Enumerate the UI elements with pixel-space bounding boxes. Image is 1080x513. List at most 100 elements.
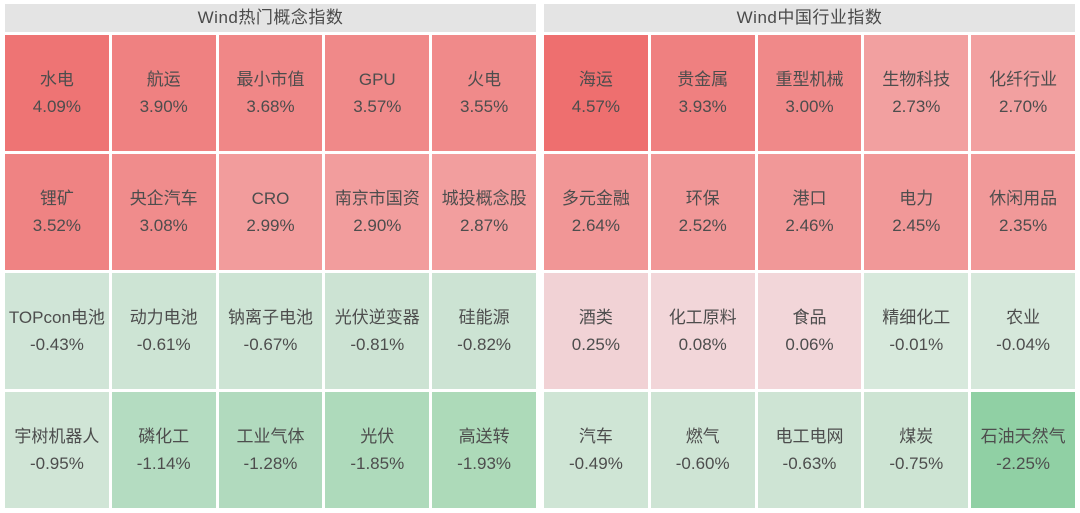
heatmap-cell[interactable]: 石油天然气 -2.25% bbox=[971, 392, 1075, 508]
cell-index-name: 海运 bbox=[578, 70, 613, 89]
heatmap-cell[interactable]: 重型机械 3.00% bbox=[757, 35, 862, 151]
cell-index-name: 电工电网 bbox=[775, 427, 844, 446]
heatmap-cell[interactable]: 煤炭 -0.75% bbox=[864, 392, 969, 508]
cell-index-name: 动力电池 bbox=[129, 308, 198, 327]
cell-index-name: 农业 bbox=[1006, 308, 1041, 327]
heatmap-cell[interactable]: 化纤行业 2.70% bbox=[971, 35, 1075, 151]
cell-index-name: 高送转 bbox=[458, 427, 510, 446]
heatmap-cell[interactable]: CRO 2.99% bbox=[218, 154, 323, 270]
cell-index-change: 0.25% bbox=[571, 335, 620, 354]
cell-index-change: 2.35% bbox=[998, 216, 1048, 235]
cell-index-name: 南京市国资 bbox=[334, 189, 420, 208]
heatmap-cell[interactable]: 贵金属 3.93% bbox=[650, 35, 755, 151]
cell-index-change: -0.49% bbox=[568, 454, 623, 473]
heatmap-cell[interactable]: 硅能源 -0.82% bbox=[432, 273, 536, 389]
cell-index-name: 精细化工 bbox=[882, 308, 951, 327]
concept-index-section: Wind热门概念指数 水电 4.09% 航运 3.90% 最小市值 3.68% GPU 3.5… bbox=[5, 4, 536, 508]
cell-index-name: 钠离子电池 bbox=[227, 308, 313, 327]
heatmap-cell[interactable]: 港口 2.46% bbox=[757, 154, 862, 270]
cell-index-name: 重型机械 bbox=[775, 70, 844, 89]
industry-index-section: Wind中国行业指数 海运 4.57% 贵金属 3.93% 重型机械 3.00% 生物科技 2… bbox=[544, 4, 1075, 508]
heatmap-cell[interactable]: 汽车 -0.49% bbox=[544, 392, 648, 508]
industry-index-grid: 海运 4.57% 贵金属 3.93% 重型机械 3.00% 生物科技 2.73% 化纤行业 2.7… bbox=[544, 35, 1075, 508]
cell-index-change: 3.90% bbox=[139, 97, 188, 116]
cell-index-change: 3.52% bbox=[32, 216, 81, 235]
cell-index-name: 城投概念股 bbox=[441, 189, 527, 208]
heatmap-cell[interactable]: 精细化工 -0.01% bbox=[864, 273, 969, 389]
cell-index-name: GPU bbox=[358, 70, 396, 89]
heatmap-cell[interactable]: 央企汽车 3.08% bbox=[111, 154, 216, 270]
cell-index-name: 宇树机器人 bbox=[14, 427, 100, 446]
cell-index-change: -0.43% bbox=[29, 335, 84, 354]
cell-index-name: 化工原料 bbox=[668, 308, 737, 327]
cell-index-change: 2.64% bbox=[571, 216, 620, 235]
cell-index-change: 3.00% bbox=[785, 97, 834, 116]
heatmap-cell[interactable]: 动力电池 -0.61% bbox=[111, 273, 216, 389]
heatmap-cell[interactable]: 食品 0.06% bbox=[757, 273, 862, 389]
cell-index-name: 石油天然气 bbox=[980, 427, 1066, 446]
heatmap-cell[interactable]: 化工原料 0.08% bbox=[650, 273, 755, 389]
cell-index-name: 锂矿 bbox=[39, 189, 74, 208]
heatmap-cell[interactable]: 锂矿 3.52% bbox=[5, 154, 109, 270]
cell-index-change: 4.57% bbox=[571, 97, 620, 116]
industry-index-section-title: Wind中国行业指数 bbox=[544, 4, 1075, 32]
cell-index-change: 0.08% bbox=[678, 335, 727, 354]
cell-index-change: 2.70% bbox=[998, 97, 1048, 116]
heatmap-cell[interactable]: 水电 4.09% bbox=[5, 35, 109, 151]
heatmap-cell[interactable]: 钠离子电池 -0.67% bbox=[218, 273, 323, 389]
cell-index-change: -0.95% bbox=[29, 454, 84, 473]
cell-index-change: 0.06% bbox=[785, 335, 834, 354]
cell-index-change: -1.14% bbox=[136, 454, 191, 473]
heatmap-cell[interactable]: 环保 2.52% bbox=[650, 154, 755, 270]
heatmap-cell[interactable]: 休闲用品 2.35% bbox=[971, 154, 1075, 270]
heatmap-cell[interactable]: 海运 4.57% bbox=[544, 35, 648, 151]
cell-index-change: -0.01% bbox=[889, 335, 944, 354]
heatmap-cell[interactable]: 航运 3.90% bbox=[111, 35, 216, 151]
cell-index-change: 2.45% bbox=[892, 216, 941, 235]
heatmap-cell[interactable]: 高送转 -1.93% bbox=[432, 392, 536, 508]
cell-index-change: 3.55% bbox=[459, 97, 509, 116]
heatmap-cell[interactable]: 磷化工 -1.14% bbox=[111, 392, 216, 508]
cell-index-name: 港口 bbox=[792, 189, 827, 208]
heatmap-cell[interactable]: 农业 -0.04% bbox=[971, 273, 1075, 389]
heatmap-cell[interactable]: 工业气体 -1.28% bbox=[218, 392, 323, 508]
heatmap-cell[interactable]: 多元金融 2.64% bbox=[544, 154, 648, 270]
cell-index-change: 2.87% bbox=[459, 216, 509, 235]
heatmap-cell[interactable]: 南京市国资 2.90% bbox=[325, 154, 430, 270]
cell-index-name: 食品 bbox=[792, 308, 827, 327]
cell-index-name: 工业气体 bbox=[236, 427, 305, 446]
cell-index-name: 多元金融 bbox=[561, 189, 630, 208]
concept-index-section-title: Wind热门概念指数 bbox=[5, 4, 536, 32]
heatmap-cell[interactable]: 光伏 -1.85% bbox=[325, 392, 430, 508]
cell-index-name: TOPcon电池 bbox=[8, 308, 105, 327]
heatmap-cell[interactable]: 火电 3.55% bbox=[432, 35, 536, 151]
cell-index-change: -0.04% bbox=[996, 335, 1051, 354]
heatmap-cell[interactable]: 电工电网 -0.63% bbox=[757, 392, 862, 508]
heatmap-cell[interactable]: 城投概念股 2.87% bbox=[432, 154, 536, 270]
cell-index-change: -0.75% bbox=[889, 454, 944, 473]
cell-index-name: 光伏逆变器 bbox=[334, 308, 420, 327]
cell-index-name: 硅能源 bbox=[458, 308, 510, 327]
cell-index-change: 2.73% bbox=[892, 97, 941, 116]
heatmap-cell[interactable]: 酒类 0.25% bbox=[544, 273, 648, 389]
heatmap-cell[interactable]: 宇树机器人 -0.95% bbox=[5, 392, 109, 508]
heatmap-cell[interactable]: 最小市值 3.68% bbox=[218, 35, 323, 151]
cell-index-change: 3.93% bbox=[678, 97, 727, 116]
heatmap-cell[interactable]: 电力 2.45% bbox=[864, 154, 969, 270]
cell-index-change: 2.90% bbox=[353, 216, 402, 235]
heatmap-cell[interactable]: 生物科技 2.73% bbox=[864, 35, 969, 151]
heatmap-cell[interactable]: 燃气 -0.60% bbox=[650, 392, 755, 508]
cell-index-change: -1.85% bbox=[350, 454, 405, 473]
heatmap-cell[interactable]: 光伏逆变器 -0.81% bbox=[325, 273, 430, 389]
cell-index-name: 最小市值 bbox=[236, 70, 305, 89]
cell-index-name: CRO bbox=[251, 189, 290, 208]
cell-index-change: -0.60% bbox=[675, 454, 730, 473]
cell-index-name: 煤炭 bbox=[899, 427, 934, 446]
cell-index-change: -0.82% bbox=[457, 335, 512, 354]
heatmap-cell[interactable]: TOPcon电池 -0.43% bbox=[5, 273, 109, 389]
cell-index-change: -0.63% bbox=[782, 454, 837, 473]
cell-index-name: 生物科技 bbox=[882, 70, 951, 89]
heatmap-cell[interactable]: GPU 3.57% bbox=[325, 35, 430, 151]
cell-index-name: 汽车 bbox=[578, 427, 613, 446]
